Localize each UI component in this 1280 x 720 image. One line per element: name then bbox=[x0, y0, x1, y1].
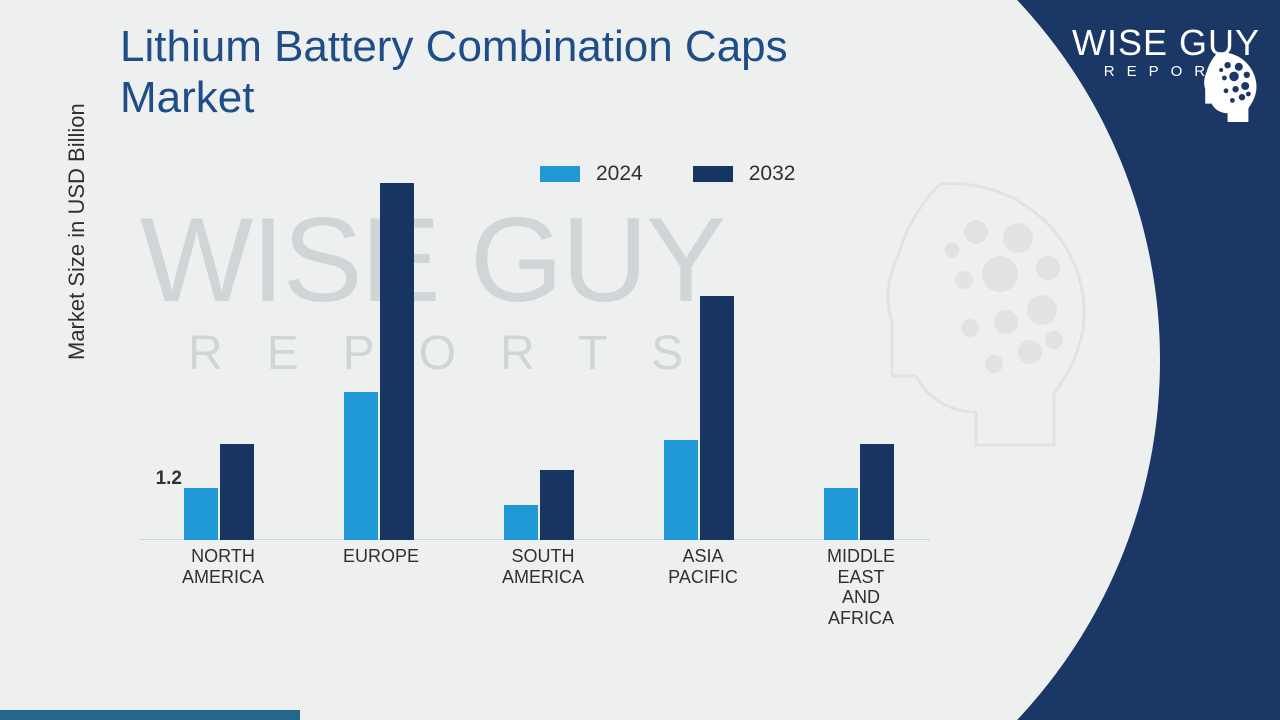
bar bbox=[824, 488, 858, 540]
plot-area: NORTHAMERICA1.2EUROPESOUTHAMERICAASIAPAC… bbox=[140, 170, 930, 540]
brand-logo: WISE GUY REPORTS bbox=[1072, 24, 1260, 80]
chart-title: Lithium Battery Combination Caps Market bbox=[120, 22, 840, 123]
bar bbox=[700, 296, 734, 540]
y-axis-label: Market Size in USD Billion bbox=[64, 103, 90, 360]
bar-group bbox=[496, 170, 586, 540]
bar bbox=[220, 444, 254, 540]
bar-group bbox=[816, 170, 906, 540]
bar bbox=[504, 505, 538, 540]
brand-line2: REPORTS bbox=[1072, 64, 1260, 80]
bar bbox=[184, 488, 218, 540]
brand-line1: WISE GUY bbox=[1072, 24, 1260, 62]
category-label: MIDDLEEASTANDAFRICA bbox=[812, 546, 910, 629]
bar bbox=[344, 392, 378, 540]
bottom-accent-bar bbox=[0, 710, 300, 720]
bar-group bbox=[336, 170, 426, 540]
bar-group bbox=[656, 170, 746, 540]
bar bbox=[664, 440, 698, 540]
category-label: ASIAPACIFIC bbox=[658, 546, 748, 587]
bar bbox=[380, 183, 414, 540]
bar-group bbox=[176, 170, 266, 540]
category-label: SOUTHAMERICA bbox=[488, 546, 598, 587]
value-label: 1.2 bbox=[142, 468, 182, 490]
bar-chart: Market Size in USD Billion NORTHAMERICA1… bbox=[100, 170, 930, 570]
category-label: EUROPE bbox=[336, 546, 426, 567]
bar bbox=[860, 444, 894, 540]
category-label: NORTHAMERICA bbox=[168, 546, 278, 587]
bar bbox=[540, 470, 574, 540]
